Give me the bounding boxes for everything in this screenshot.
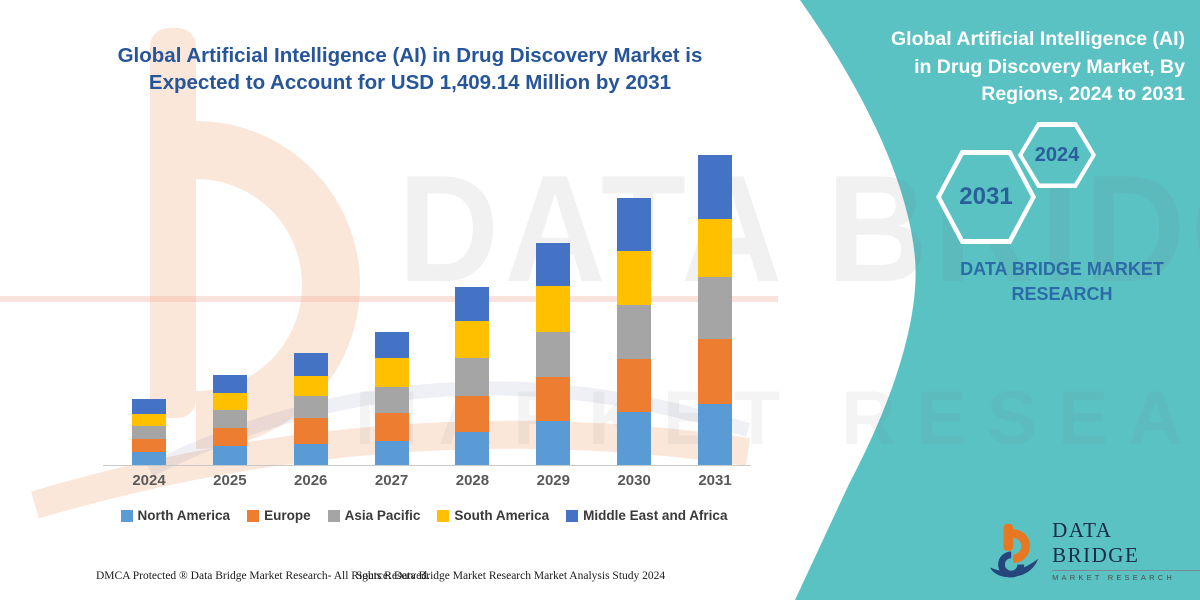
chart-title-line1: Global Artificial Intelligence (AI) in D… [117,44,703,67]
chart-title: Global Artificial Intelligence (AI) in D… [70,42,750,96]
panel-brand-line2: RESEARCH [1011,284,1113,304]
bar-segment-2027-asia-pacific [374,386,409,413]
x-axis-label-2028: 2028 [455,472,490,489]
legend-item-middle-east-and-africa: Middle East and Africa [566,508,727,523]
legend-item-asia-pacific: Asia Pacific [327,508,421,523]
legend-item-south-america: South America [437,508,549,523]
panel-title-line1: Global Artificial Intelligence (AI) [891,28,1185,50]
hexagon-2024: 2024 [1018,122,1096,188]
x-axis-label-2029: 2029 [536,472,570,489]
bar-segment-2028-north-america [455,432,490,465]
bar-segment-2027-north-america [374,440,409,465]
bar-segment-2029-middle-east-and-africa [536,242,571,287]
bar-segment-2030-north-america [617,411,652,465]
footer-dmca-text: DMCA Protected ® Data Bridge Market Rese… [96,570,430,582]
bar-segment-2026-middle-east-and-africa [293,352,328,377]
panel-title-line2: in Drug Discovery Market, By [914,55,1185,78]
bar-segment-2028-asia-pacific [455,358,490,396]
bar-segment-2026-asia-pacific [293,395,328,419]
x-axis-label-2025: 2025 [213,472,247,489]
legend-label: Europe [264,508,311,523]
x-axis-label-2030: 2030 [617,472,651,489]
panel-title: Global Artificial Intelligence (AI) in D… [845,26,1185,109]
bar-2024 [132,0,166,465]
bar-segment-2030-europe [617,359,652,412]
hexagon-2024-year: 2024 [1022,126,1092,184]
bar-segment-2027-middle-east-and-africa [374,332,409,359]
panel-brand-line1: DATA BRIDGE MARKET [960,259,1164,279]
data-bridge-logo: DATA BRIDGE MARKET RESEARCH [988,518,1200,582]
legend-swatch-icon [120,509,133,522]
legend-label: Asia Pacific [344,508,421,523]
bar-segment-2027-europe [374,412,409,441]
bar-segment-2031-north-america [698,404,733,465]
bar-segment-2024-south-america [132,413,166,426]
bar-segment-2029-south-america [536,286,571,332]
bar-segment-2025-north-america [212,446,247,465]
bar-segment-2028-europe [455,395,490,433]
bar-segment-2031-europe [698,339,733,405]
bar-segment-2026-europe [293,418,328,444]
bar-segment-2025-asia-pacific [212,410,247,428]
bar-segment-2030-asia-pacific [617,305,652,360]
bar-2025 [212,0,247,465]
x-axis-label-2031: 2031 [698,472,732,489]
bar-segment-2026-north-america [293,443,328,465]
hexagon-2031-year: 2031 [941,155,1031,239]
legend-label: North America [137,508,231,523]
legend-label: Middle East and Africa [583,508,728,523]
legend-swatch-icon [247,509,260,522]
x-axis-label-2024: 2024 [132,472,166,489]
bar-segment-2026-south-america [293,376,328,396]
bar-segment-2029-north-america [536,420,571,465]
data-bridge-logo-text: DATA BRIDGE MARKET RESEARCH [1052,518,1200,582]
bar-segment-2024-asia-pacific [132,425,166,439]
bar-segment-2028-south-america [455,321,490,359]
data-bridge-b-icon [989,523,1039,578]
bar-2029 [536,0,571,465]
chart-legend: North America Europe Asia Pacific South Ame… [88,508,760,523]
panel-title-line3: Regions, 2024 to 2031 [981,83,1185,105]
bar-segment-2025-middle-east-and-africa [212,375,247,393]
x-axis-label-2027: 2027 [374,472,409,489]
legend-item-north-america: North America [120,508,231,523]
bar-segment-2031-middle-east-and-africa [698,155,733,219]
bar-segment-2025-south-america [212,392,247,411]
bar-2028 [455,0,490,465]
bar-2027 [374,0,409,465]
panel-brand-text: DATA BRIDGE MARKET RESEARCH [942,257,1182,307]
legend-swatch-icon [437,509,450,522]
bar-segment-2025-europe [212,427,247,447]
bar-segment-2027-south-america [374,358,409,387]
bar-segment-2030-middle-east-and-africa [617,198,652,251]
bar-segment-2024-north-america [132,452,166,465]
legend-label: South America [454,508,550,523]
bar-segment-2031-south-america [698,218,733,278]
footer-source-text: Source: Data Bridge Market Research Mark… [356,570,666,582]
x-axis-line [103,465,751,466]
bar-segment-2029-asia-pacific [536,331,571,378]
bar-segment-2029-europe [536,377,571,421]
chart-title-line2: Expected to Account for USD 1,409.14 Mil… [148,71,672,94]
bar-2031 [698,0,733,465]
bar-segment-2024-europe [132,438,166,452]
logo-subtext: MARKET RESEARCH [1052,573,1175,582]
bar-2026 [293,0,328,465]
bar-segment-2031-asia-pacific [698,277,733,340]
bar-segment-2028-middle-east-and-africa [455,287,490,322]
hexagon-2031: 2031 [936,150,1036,244]
legend-swatch-icon [327,509,340,522]
legend-swatch-icon [566,509,579,522]
bar-2030 [617,0,652,465]
bar-segment-2024-middle-east-and-africa [132,398,166,414]
x-axis-label-2026: 2026 [294,472,328,489]
bar-segment-2030-south-america [617,250,652,306]
legend-item-europe: Europe [247,508,311,523]
logo-name: DATA BRIDGE [1052,518,1200,571]
